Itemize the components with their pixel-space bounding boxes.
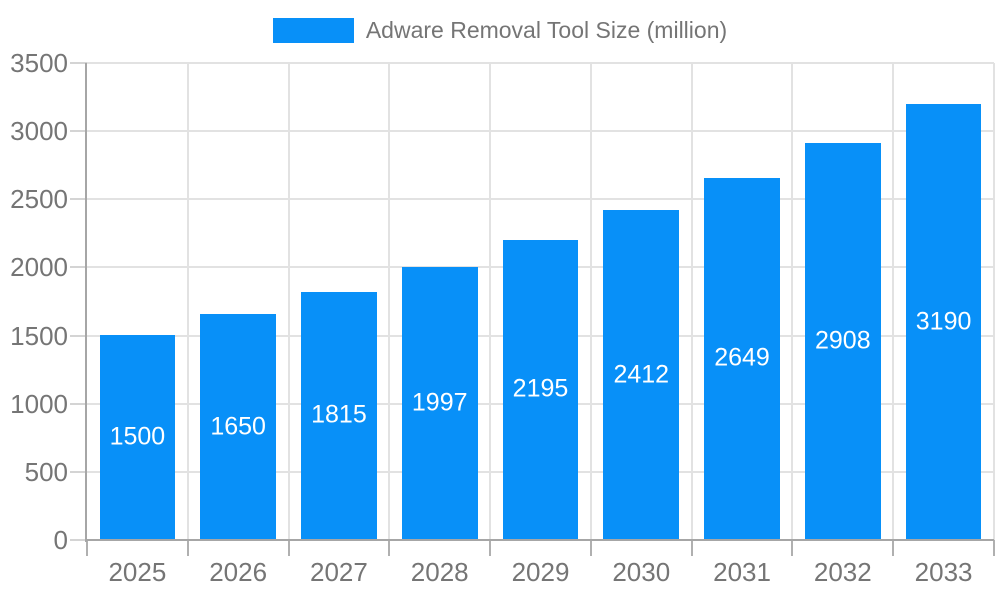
bar-value-label: 1815 — [311, 400, 367, 429]
x-axis-tick — [489, 540, 492, 556]
x-axis-tick — [791, 540, 794, 556]
y-axis-tick — [70, 130, 87, 133]
bar[interactable]: 2412 — [603, 210, 680, 539]
x-tick-label: 2029 — [511, 557, 570, 587]
y-tick-label: 3000 — [10, 116, 68, 147]
x-axis-tick — [388, 540, 391, 556]
y-axis-tick — [70, 402, 87, 405]
v-gridline — [690, 63, 693, 540]
bar-value-label: 2908 — [815, 326, 871, 355]
y-axis-tick — [70, 470, 87, 473]
x-tick-label: 2033 — [914, 557, 973, 587]
y-tick-label: 3500 — [10, 48, 68, 78]
legend-item[interactable]: Adware Removal Tool Size (million) — [0, 17, 1000, 43]
legend-label: Adware Removal Tool Size (million) — [365, 17, 728, 43]
y-axis-line — [85, 63, 87, 542]
legend-swatch-icon — [272, 17, 354, 43]
bar[interactable]: 1500 — [99, 334, 176, 539]
bar[interactable]: 2908 — [805, 142, 881, 539]
bar[interactable]: 2649 — [704, 177, 780, 539]
bar-value-label: 2412 — [613, 360, 670, 389]
v-gridline — [489, 63, 492, 540]
v-gridline — [589, 63, 592, 540]
h-gridline — [87, 198, 994, 201]
bar-value-label: 3190 — [915, 307, 972, 336]
bar-value-label: 1997 — [411, 388, 468, 417]
bar[interactable]: 1997 — [401, 266, 478, 539]
bar-value-label: 2195 — [512, 374, 569, 403]
x-axis-tick — [690, 540, 693, 556]
y-tick-label: 500 — [24, 456, 68, 487]
y-tick-label: 0 — [53, 525, 68, 555]
v-gridline — [287, 63, 290, 540]
y-tick-label: 2500 — [10, 184, 68, 215]
x-tick-label: 2027 — [310, 557, 368, 587]
x-axis-tick — [589, 540, 592, 556]
h-gridline — [87, 62, 994, 64]
x-axis-line — [85, 539, 994, 541]
y-tick-label: 1500 — [10, 320, 68, 351]
y-axis-tick — [70, 539, 87, 541]
bar[interactable]: 3190 — [905, 104, 982, 539]
bar[interactable]: 1815 — [301, 291, 377, 539]
x-axis-tick — [86, 540, 88, 556]
y-tick-label: 1000 — [10, 388, 68, 419]
y-axis-tick — [70, 334, 87, 337]
x-tick-label: 2025 — [108, 557, 167, 587]
bar-value-label: 1500 — [109, 422, 166, 451]
bar[interactable]: 2195 — [502, 239, 579, 539]
v-gridline — [993, 63, 995, 540]
x-axis-tick — [186, 540, 189, 556]
v-gridline — [892, 63, 895, 540]
y-axis-tick — [70, 198, 87, 201]
y-axis-tick — [70, 266, 87, 269]
x-axis-tick — [993, 540, 995, 556]
x-axis-tick — [287, 540, 290, 556]
x-tick-label: 2032 — [813, 557, 872, 587]
x-tick-label: 2028 — [410, 557, 469, 587]
bar-value-label: 1650 — [210, 412, 266, 441]
bar-value-label: 2649 — [714, 343, 770, 372]
x-tick-label: 2026 — [209, 557, 268, 587]
y-axis-tick — [70, 62, 87, 64]
bar[interactable]: 1650 — [200, 314, 276, 539]
v-gridline — [791, 63, 794, 540]
v-gridline — [186, 63, 189, 540]
v-gridline — [388, 63, 391, 540]
h-gridline — [87, 130, 994, 133]
y-tick-label: 2000 — [10, 252, 68, 283]
x-axis-tick — [892, 540, 895, 556]
x-tick-label: 2031 — [713, 557, 771, 587]
x-tick-label: 2030 — [612, 557, 671, 587]
